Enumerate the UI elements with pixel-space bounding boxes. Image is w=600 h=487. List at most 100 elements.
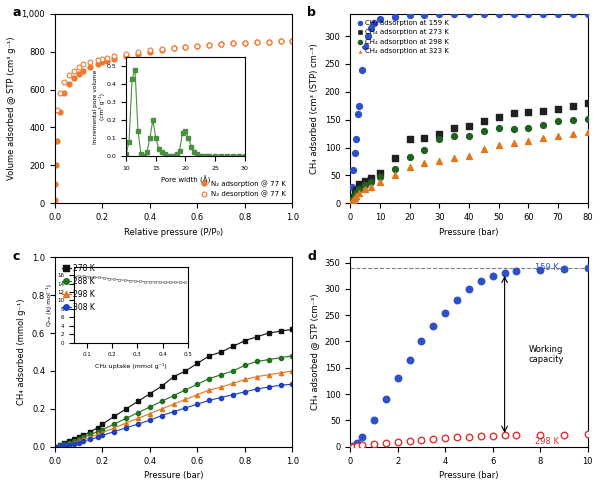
308 K bbox=[194, 401, 201, 407]
Text: b: b bbox=[307, 6, 316, 19]
288 K bbox=[265, 356, 272, 362]
N₂ desorption @ 77 K bbox=[158, 46, 166, 52]
N₂ adsorption @ 77 K bbox=[170, 45, 177, 51]
CH₄ adsorption at 159 K bbox=[350, 149, 359, 157]
278 K bbox=[51, 444, 58, 450]
CH₄ adsorption at 273 K bbox=[352, 186, 361, 194]
CH₄ adsorption at 159 K bbox=[494, 10, 503, 18]
278 K bbox=[170, 374, 177, 379]
Point bbox=[559, 431, 569, 439]
CH₄ adsorption at 273 K bbox=[375, 169, 385, 176]
CH₄ adsorption at 273 K bbox=[568, 102, 578, 110]
CH₄ adsorption at 323 K bbox=[352, 192, 361, 200]
278 K bbox=[229, 343, 236, 349]
N₂ adsorption @ 77 K bbox=[70, 75, 77, 81]
Point bbox=[464, 433, 474, 441]
298 K bbox=[70, 440, 77, 446]
CH₄ adsorption at 298 K bbox=[568, 116, 578, 124]
CH₄ adsorption at 323 K bbox=[355, 189, 364, 197]
N₂ adsorption @ 77 K bbox=[241, 39, 248, 45]
Text: a: a bbox=[12, 6, 20, 19]
298 K bbox=[56, 443, 63, 449]
Point bbox=[369, 440, 379, 448]
298 K bbox=[122, 420, 130, 426]
308 K bbox=[110, 429, 118, 434]
298 K bbox=[80, 436, 87, 442]
N₂ adsorption @ 77 K bbox=[218, 41, 225, 47]
Point bbox=[512, 267, 521, 275]
CH₄ adsorption at 159 K bbox=[479, 10, 488, 18]
CH₄ adsorption at 273 K bbox=[347, 196, 357, 204]
308 K bbox=[265, 384, 272, 390]
Point bbox=[512, 431, 521, 439]
CH₄ adsorption at 323 K bbox=[464, 152, 474, 160]
278 K bbox=[277, 328, 284, 334]
CH₄ adsorption at 159 K bbox=[583, 10, 593, 18]
CH₄ adsorption at 323 K bbox=[390, 171, 400, 179]
CH₄ adsorption at 323 K bbox=[494, 141, 503, 149]
308 K bbox=[218, 394, 225, 400]
308 K bbox=[94, 434, 101, 440]
N₂ desorption @ 77 K bbox=[94, 57, 101, 63]
288 K bbox=[158, 398, 166, 404]
N₂ desorption @ 77 K bbox=[99, 56, 106, 62]
288 K bbox=[289, 353, 296, 359]
288 K bbox=[87, 431, 94, 437]
CH₄ adsorption at 323 K bbox=[349, 197, 358, 205]
N₂ desorption @ 77 K bbox=[53, 108, 61, 113]
CH₄ adsorption at 273 K bbox=[494, 113, 503, 121]
CH₄ adsorption at 298 K bbox=[419, 147, 429, 154]
308 K bbox=[87, 436, 94, 442]
288 K bbox=[194, 381, 201, 387]
CH₄ adsorption at 298 K bbox=[524, 124, 533, 132]
N₂ adsorption @ 77 K bbox=[104, 58, 111, 64]
N₂ desorption @ 77 K bbox=[61, 79, 68, 85]
Point bbox=[405, 437, 415, 445]
N₂ desorption @ 77 K bbox=[75, 64, 82, 70]
Point bbox=[583, 264, 593, 272]
298 K bbox=[170, 401, 177, 407]
308 K bbox=[61, 442, 68, 448]
CH₄ adsorption at 298 K bbox=[346, 199, 355, 206]
Line: 288 K: 288 K bbox=[53, 354, 295, 449]
CH₄ adsorption at 298 K bbox=[375, 173, 385, 181]
N₂ adsorption @ 77 K bbox=[229, 40, 236, 46]
308 K bbox=[182, 405, 189, 411]
278 K bbox=[75, 434, 82, 440]
CH₄ adsorption at 323 K bbox=[509, 139, 518, 147]
Point bbox=[500, 431, 509, 439]
Line: 298 K: 298 K bbox=[53, 369, 295, 449]
CH₄ adsorption at 273 K bbox=[390, 154, 400, 162]
288 K bbox=[206, 375, 213, 381]
N₂ desorption @ 77 K bbox=[65, 73, 73, 78]
CH₄ adsorption at 323 K bbox=[350, 194, 359, 202]
308 K bbox=[65, 442, 73, 448]
CH₄ adsorption at 323 K bbox=[375, 178, 385, 186]
CH₄ adsorption at 273 K bbox=[355, 180, 364, 188]
X-axis label: Pressure (bar): Pressure (bar) bbox=[439, 227, 499, 237]
CH₄ adsorption at 273 K bbox=[583, 99, 593, 107]
288 K bbox=[134, 410, 142, 415]
308 K bbox=[80, 438, 87, 444]
CH₄ adsorption at 159 K bbox=[357, 66, 367, 74]
CH₄ adsorption at 159 K bbox=[509, 10, 518, 18]
298 K bbox=[194, 392, 201, 397]
CH₄ adsorption at 159 K bbox=[363, 32, 373, 40]
298 K bbox=[289, 368, 296, 374]
CH₄ adsorption at 298 K bbox=[583, 114, 593, 122]
N₂ adsorption @ 77 K bbox=[94, 61, 101, 67]
CH₄ adsorption at 323 K bbox=[524, 137, 533, 145]
Point bbox=[535, 266, 545, 274]
CH₄ adsorption at 159 K bbox=[375, 16, 385, 23]
278 K bbox=[87, 429, 94, 434]
CH₄ adsorption at 323 K bbox=[360, 186, 370, 193]
CH₄ adsorption at 159 K bbox=[434, 10, 444, 18]
N₂ desorption @ 77 K bbox=[104, 55, 111, 61]
CH₄ adsorption at 323 K bbox=[419, 159, 429, 167]
CH₄ adsorption at 298 K bbox=[349, 195, 358, 203]
N₂ adsorption @ 77 K bbox=[80, 68, 87, 74]
288 K bbox=[277, 355, 284, 361]
N₂ adsorption @ 77 K bbox=[65, 81, 73, 87]
Point bbox=[348, 442, 358, 450]
Point bbox=[559, 265, 569, 273]
